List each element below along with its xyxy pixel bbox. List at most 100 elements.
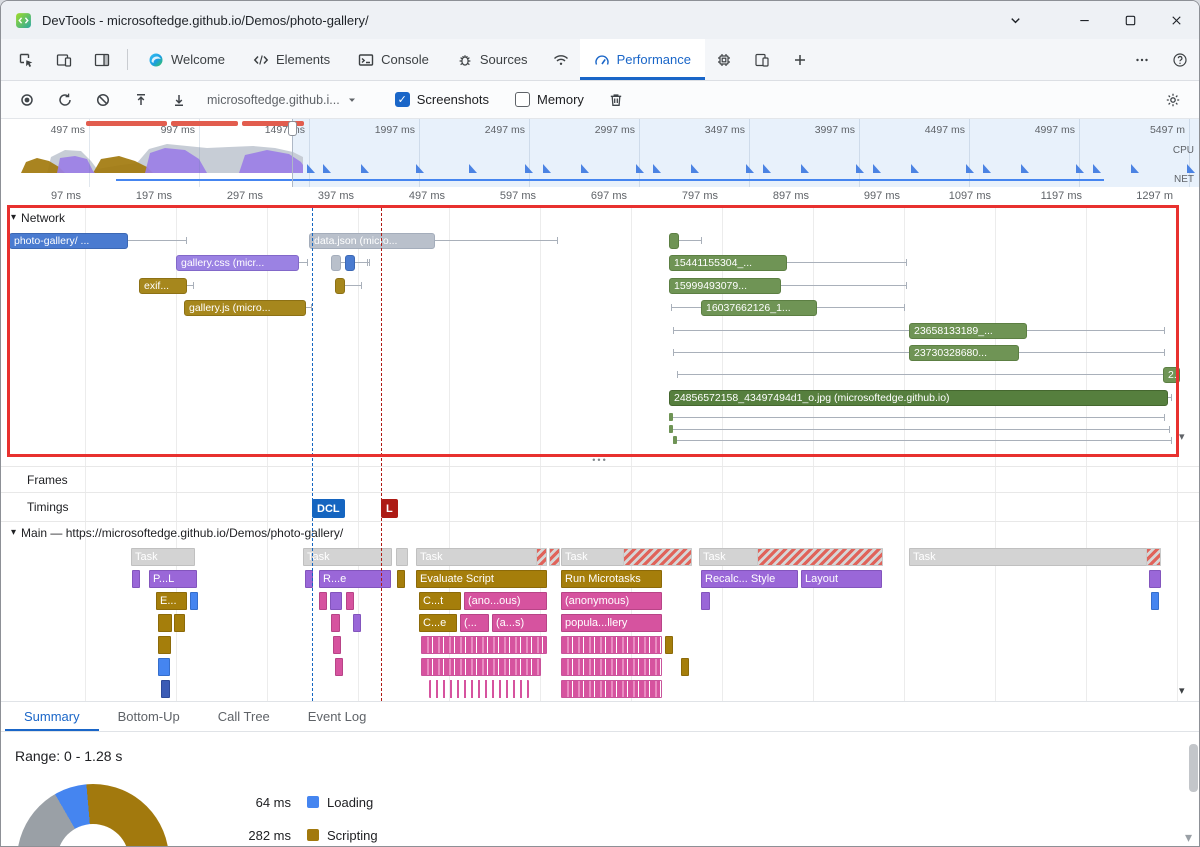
network-request-bar[interactable]: 15441155304_... [669, 255, 787, 272]
tab-welcome[interactable]: Welcome [134, 39, 239, 80]
flame-segment[interactable]: Task [303, 548, 392, 566]
flame-segment[interactable] [335, 658, 343, 676]
tab-elements[interactable]: Elements [239, 39, 344, 80]
flame-segment[interactable] [158, 636, 171, 654]
flame-segment[interactable]: E... [156, 592, 187, 610]
flame-segment[interactable] [701, 592, 710, 610]
flame-segment[interactable] [132, 570, 140, 588]
flame-segment[interactable] [331, 614, 340, 632]
summary-scroll-down-icon[interactable]: ▾ [1185, 829, 1193, 845]
flame-segment[interactable] [174, 614, 185, 632]
settings-button[interactable] [1155, 84, 1191, 116]
flame-segment-cluster[interactable] [421, 636, 547, 654]
bottom-tab-event-log[interactable]: Event Log [307, 709, 367, 724]
network-request-bar[interactable]: 23730328680... [909, 345, 1019, 361]
flame-segment[interactable]: (a...s) [492, 614, 547, 632]
flame-segment[interactable] [353, 614, 361, 632]
network-request-bar[interactable]: 15999493079... [669, 277, 781, 294]
minimize-button[interactable] [1061, 1, 1107, 39]
tab-sources[interactable]: Sources [443, 39, 542, 80]
network-conditions-button[interactable] [542, 39, 580, 80]
network-request-bar[interactable]: gallery.css (micr... [176, 255, 299, 272]
device-emulation-button[interactable] [45, 39, 83, 80]
flame-segment-cluster[interactable] [561, 658, 662, 676]
trash-button[interactable] [598, 84, 634, 116]
flame-segment[interactable]: Evaluate Script [416, 570, 547, 588]
flame-segment[interactable] [346, 592, 354, 610]
bottom-tab-call-tree[interactable]: Call Tree [217, 709, 270, 724]
frames-track[interactable]: Frames [1, 466, 1199, 493]
record-button[interactable] [9, 84, 45, 116]
performance-monitor-button[interactable] [705, 39, 743, 80]
flame-segment[interactable]: (ano...ous) [464, 592, 547, 610]
flame-segment[interactable]: (anonymous) [561, 592, 662, 610]
network-request-bar[interactable]: photo-gallery/ ... [9, 233, 128, 249]
flame-long-task-stripe[interactable] [549, 548, 560, 566]
flame-segment[interactable] [397, 570, 405, 588]
flame-segment-cluster[interactable] [421, 658, 541, 676]
help-button[interactable] [1161, 39, 1199, 80]
network-request-bar[interactable] [335, 277, 345, 294]
flame-segment[interactable]: Task [909, 548, 1161, 566]
flame-segment-cluster[interactable] [561, 680, 662, 698]
flame-segment[interactable] [190, 592, 198, 610]
clear-button[interactable] [85, 84, 121, 116]
tab-performance[interactable]: Performance [579, 39, 705, 80]
flame-segment[interactable] [1149, 570, 1161, 588]
flame-segment[interactable]: (... [460, 614, 489, 632]
flame-segment[interactable]: popula...llery [561, 614, 662, 632]
history-select[interactable]: microsoftedge.github.i... [207, 93, 358, 107]
tab-console[interactable]: Console [344, 39, 443, 80]
flame-segment[interactable] [1151, 592, 1159, 610]
flame-segment[interactable]: Task [131, 548, 195, 566]
save-profile-button[interactable] [161, 84, 197, 116]
flame-segment[interactable]: Task [416, 548, 547, 566]
flame-segment[interactable] [333, 636, 341, 654]
more-tools-button[interactable] [1123, 39, 1161, 80]
reload-button[interactable] [47, 84, 83, 116]
flame-segment[interactable]: C...t [419, 592, 461, 610]
overview-window-handle[interactable] [288, 121, 297, 136]
network-track-header[interactable]: ▾ Network [11, 211, 65, 225]
flame-segment[interactable]: Recalc... Style [701, 570, 798, 588]
flame-segment[interactable] [305, 570, 313, 588]
flame-segment-cluster[interactable] [561, 636, 662, 654]
flame-segment[interactable] [319, 592, 327, 610]
network-request-bar[interactable] [331, 255, 341, 272]
flame-segment[interactable] [681, 658, 689, 676]
track-resize-handle[interactable]: ••• [592, 455, 608, 465]
add-tab-button[interactable] [781, 39, 819, 80]
flame-segment[interactable]: P...L [149, 570, 197, 588]
load-profile-button[interactable] [123, 84, 159, 116]
network-request-bar[interactable]: 2... [1163, 367, 1180, 384]
flame-segment[interactable]: Run Microtasks [561, 570, 662, 588]
flame-segment[interactable] [665, 636, 673, 654]
timings-track[interactable]: Timings [1, 493, 1199, 522]
network-request-bar[interactable]: data.json (micro... [309, 233, 435, 249]
flame-segment[interactable] [330, 592, 342, 610]
flame-segment[interactable]: R...e [319, 570, 391, 588]
bottom-tab-summary[interactable]: Summary [5, 702, 99, 731]
device-toolbar-button[interactable] [743, 39, 781, 80]
maximize-button[interactable] [1107, 1, 1153, 39]
network-request-bar[interactable]: gallery.js (micro... [184, 300, 306, 317]
flame-segment[interactable] [396, 548, 408, 566]
timeline-overview[interactable]: CPU NET 497 ms 997 ms 1497 ms 1997 ms 2497 m… [1, 119, 1199, 188]
network-scroll-down-icon[interactable]: ▾ [1179, 431, 1185, 443]
network-request-bar[interactable] [669, 233, 679, 249]
close-button[interactable] [1153, 1, 1199, 39]
chevron-down-icon[interactable] [995, 1, 1035, 39]
inspect-button[interactable] [7, 39, 45, 80]
network-request-bar[interactable] [345, 255, 355, 272]
flame-segment[interactable]: C...e [419, 614, 457, 632]
flame-segment-cluster[interactable] [429, 680, 529, 698]
main-scroll-down-icon[interactable]: ▾ [1179, 685, 1185, 697]
flame-segment[interactable] [158, 658, 170, 676]
panel-layout-button[interactable] [83, 39, 121, 80]
network-request-bar[interactable]: 24856572158_43497494d1_o.jpg (microsofte… [669, 389, 1168, 406]
main-thread-header[interactable]: ▾ Main — https://microsoftedge.github.io… [1, 522, 1199, 544]
network-request-bar[interactable]: 16037662126_1... [701, 300, 817, 317]
flame-segment[interactable] [158, 614, 172, 632]
checkbox-screenshots[interactable]: ✓ Screenshots [394, 92, 489, 107]
checkbox-memory[interactable]: Memory [514, 92, 584, 107]
